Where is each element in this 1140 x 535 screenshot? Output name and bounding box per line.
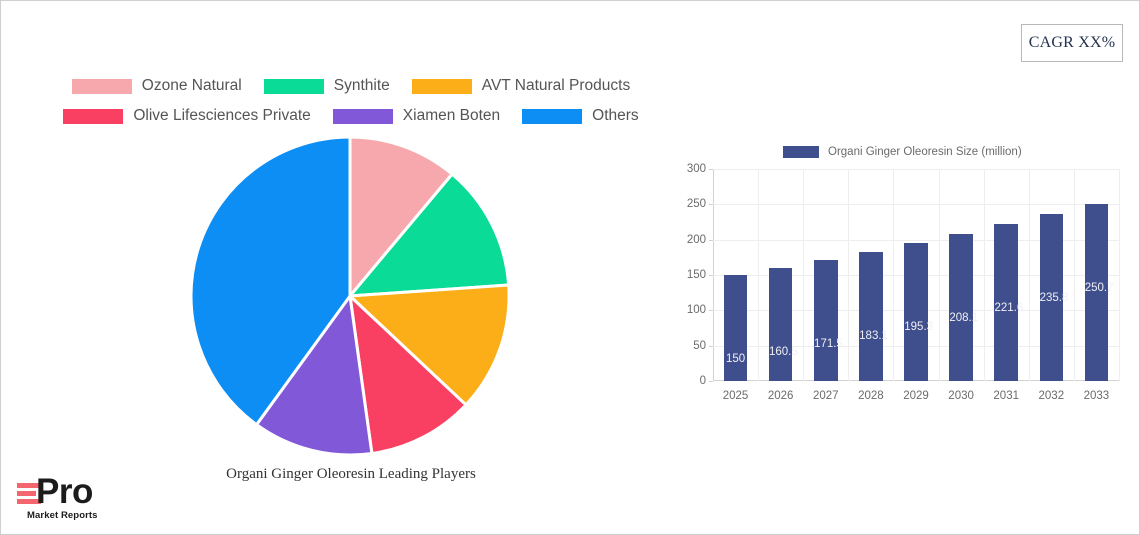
legend-item-avt-natural-products[interactable]: AVT Natural Products xyxy=(411,77,631,95)
legend-swatch-icon xyxy=(263,78,324,94)
bar-chart-plot-area: 0 50 100 150 200 250 300 150 2025 160.5 2026 171.5 2… xyxy=(687,163,1120,402)
bar[interactable] xyxy=(1039,214,1064,381)
y-axis-tick-label: 200 xyxy=(686,233,706,246)
pie-slice[interactable] xyxy=(189,137,352,427)
logo-bar-bottom xyxy=(17,499,41,504)
bar[interactable] xyxy=(949,233,973,381)
legend-label: Ozone Natural xyxy=(141,77,242,94)
pie-slice[interactable] xyxy=(346,172,511,298)
bar-chart: Organi Ginger Oleoresin Size (million) 0… xyxy=(673,141,1125,411)
bar[interactable] xyxy=(904,243,928,381)
legend-item-synthite[interactable]: Synthite xyxy=(263,77,390,95)
bar[interactable] xyxy=(768,267,793,381)
logo-tagline: Market Reports xyxy=(27,510,98,521)
y-axis-tick-mark xyxy=(709,381,713,382)
bar-value-label: 208.1 xyxy=(949,311,979,324)
bar-value-label: 171.5 xyxy=(814,337,843,350)
y-axis-tick-label: 100 xyxy=(686,304,706,317)
x-axis-tick-label: 2029 xyxy=(903,390,929,402)
y-axis-tick-label: 50 xyxy=(693,339,706,352)
legend-label: AVT Natural Products xyxy=(481,77,631,94)
legend-swatch-icon xyxy=(411,78,472,94)
x-axis-tick-label: 2026 xyxy=(767,390,794,402)
y-axis-tick-mark xyxy=(709,169,713,170)
pie-legend: Ozone Natural Synthite AVT Natural Produ… xyxy=(61,71,641,131)
pie-slice[interactable] xyxy=(254,292,374,455)
pie-chart-svg xyxy=(189,137,511,455)
gridline-vertical xyxy=(938,169,940,381)
legend-label: Others xyxy=(592,107,639,124)
gridline-vertical xyxy=(1073,169,1075,381)
gridline-vertical xyxy=(893,169,895,381)
legend-swatch-icon xyxy=(63,108,124,124)
legend-item-olive-lifesciences-private[interactable]: Olive Lifesciences Private xyxy=(63,107,311,125)
gridline-vertical xyxy=(848,169,850,381)
y-axis-tick-label: 250 xyxy=(686,198,706,211)
pie-slice[interactable] xyxy=(346,283,511,407)
legend-item-ozone-natural[interactable]: Ozone Natural xyxy=(71,77,242,95)
legend-label: Synthite xyxy=(333,77,390,94)
x-axis-tick-label: 2032 xyxy=(1038,390,1065,402)
bar[interactable] xyxy=(994,224,1018,381)
y-axis-tick-mark xyxy=(709,204,713,206)
bar-chart-legend[interactable]: Organi Ginger Oleoresin Size (million) xyxy=(783,146,1022,158)
pie-chart-caption: Organi Ginger Oleoresin Leading Players xyxy=(226,466,476,482)
legend-item-xiamen-boten[interactable]: Xiamen Boten xyxy=(332,107,501,125)
legend-item-others[interactable]: Others xyxy=(522,107,639,125)
gridline-vertical xyxy=(758,169,760,381)
gridline-vertical xyxy=(803,169,805,381)
cagr-badge: CAGR XX% xyxy=(1021,24,1123,62)
logo-bar-top xyxy=(17,483,41,488)
gridline-vertical xyxy=(1119,169,1120,381)
x-axis-tick-label: 2025 xyxy=(722,390,749,402)
gridline-horizontal xyxy=(713,204,1119,206)
bar-value-label: 183.1 xyxy=(859,329,888,342)
y-axis-tick-label: 300 xyxy=(686,163,706,175)
x-axis-tick-label: 2031 xyxy=(993,390,1019,402)
pie-slice[interactable] xyxy=(347,291,469,455)
cagr-label: CAGR XX% xyxy=(1028,34,1116,51)
x-axis-tick-label: 2033 xyxy=(1083,390,1110,402)
gridline-horizontal xyxy=(713,239,1119,241)
legend-label: Organi Ginger Oleoresin Size (million) xyxy=(828,146,1022,158)
bar[interactable] xyxy=(1084,203,1109,381)
logo-wordmark: Pro xyxy=(36,472,93,511)
bar[interactable] xyxy=(859,251,883,381)
logo-bars-icon xyxy=(17,481,43,507)
bar-value-label: 150 xyxy=(725,353,746,365)
y-axis-tick-mark xyxy=(709,275,713,276)
bar[interactable] xyxy=(814,259,838,381)
bar-value-label: 160.5 xyxy=(768,345,798,358)
gridline-horizontal xyxy=(713,169,1119,170)
pie-legend-row-2: Olive Lifesciences Private Xiamen Boten … xyxy=(61,101,641,131)
pie-chart xyxy=(187,137,513,455)
legend-label: Olive Lifesciences Private xyxy=(133,107,311,124)
pro-market-reports-logo: Pro Market Reports xyxy=(17,472,113,523)
legend-swatch-icon xyxy=(522,108,583,124)
logo-bar-middle xyxy=(17,491,36,496)
bar[interactable] xyxy=(723,275,748,381)
y-axis-tick-mark xyxy=(709,239,713,241)
y-axis-tick-label: 150 xyxy=(686,269,706,281)
legend-swatch-icon xyxy=(783,146,819,158)
gridline-vertical xyxy=(983,169,985,381)
pie-legend-row-1: Ozone Natural Synthite AVT Natural Produ… xyxy=(61,71,641,101)
x-axis-tick-label: 2027 xyxy=(812,390,839,402)
y-axis-tick-label: 0 xyxy=(699,375,706,387)
legend-swatch-icon xyxy=(71,78,132,94)
bar-value-label: 250.7 xyxy=(1084,281,1114,294)
legend-label: Xiamen Boten xyxy=(402,107,501,124)
gridline-vertical xyxy=(1028,169,1030,381)
bar-value-label: 221.6 xyxy=(994,302,1024,315)
bar-value-label: 195.3 xyxy=(904,320,934,333)
y-axis-tick-mark xyxy=(709,310,713,312)
y-axis-tick-mark xyxy=(709,345,713,347)
bar-value-label: 235.8 xyxy=(1039,292,1069,305)
legend-swatch-icon xyxy=(332,108,393,124)
x-axis-tick-label: 2030 xyxy=(948,390,974,402)
x-axis-tick-label: 2028 xyxy=(858,390,884,402)
pie-slice[interactable] xyxy=(348,137,455,301)
